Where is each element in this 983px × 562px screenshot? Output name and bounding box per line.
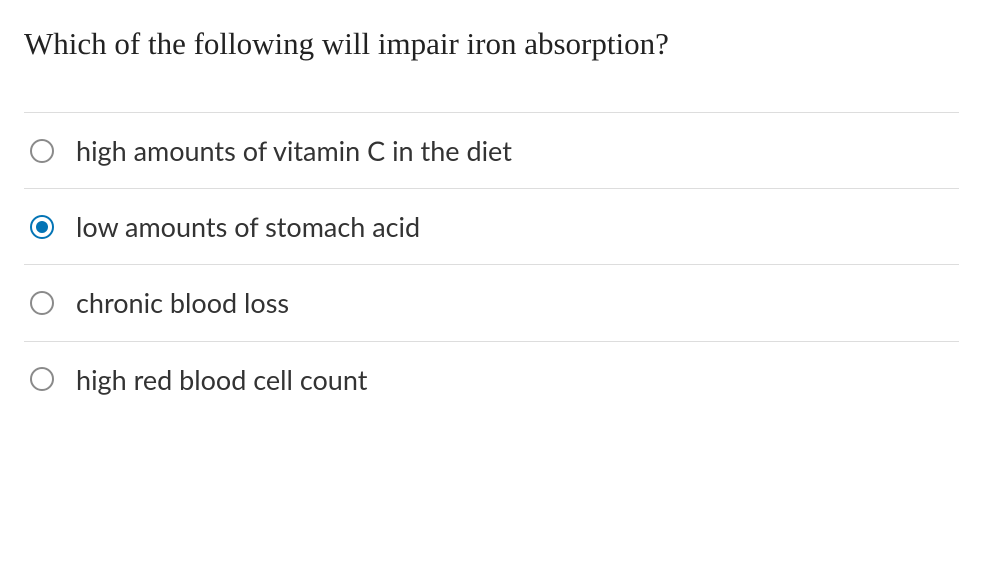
radio-icon[interactable] <box>30 367 54 391</box>
option-row[interactable]: chronic blood loss <box>24 265 959 341</box>
option-label: chronic blood loss <box>76 285 289 320</box>
option-row[interactable]: low amounts of stomach acid <box>24 189 959 265</box>
radio-icon[interactable] <box>30 215 54 239</box>
option-label: high amounts of vitamin C in the diet <box>76 133 512 168</box>
options-list: high amounts of vitamin C in the diet lo… <box>24 112 959 416</box>
question-text: Which of the following will impair iron … <box>24 24 959 64</box>
radio-icon[interactable] <box>30 139 54 163</box>
option-label: low amounts of stomach acid <box>76 209 420 244</box>
option-row[interactable]: high red blood cell count <box>24 342 959 417</box>
option-row[interactable]: high amounts of vitamin C in the diet <box>24 113 959 189</box>
radio-icon[interactable] <box>30 291 54 315</box>
option-label: high red blood cell count <box>76 362 367 397</box>
